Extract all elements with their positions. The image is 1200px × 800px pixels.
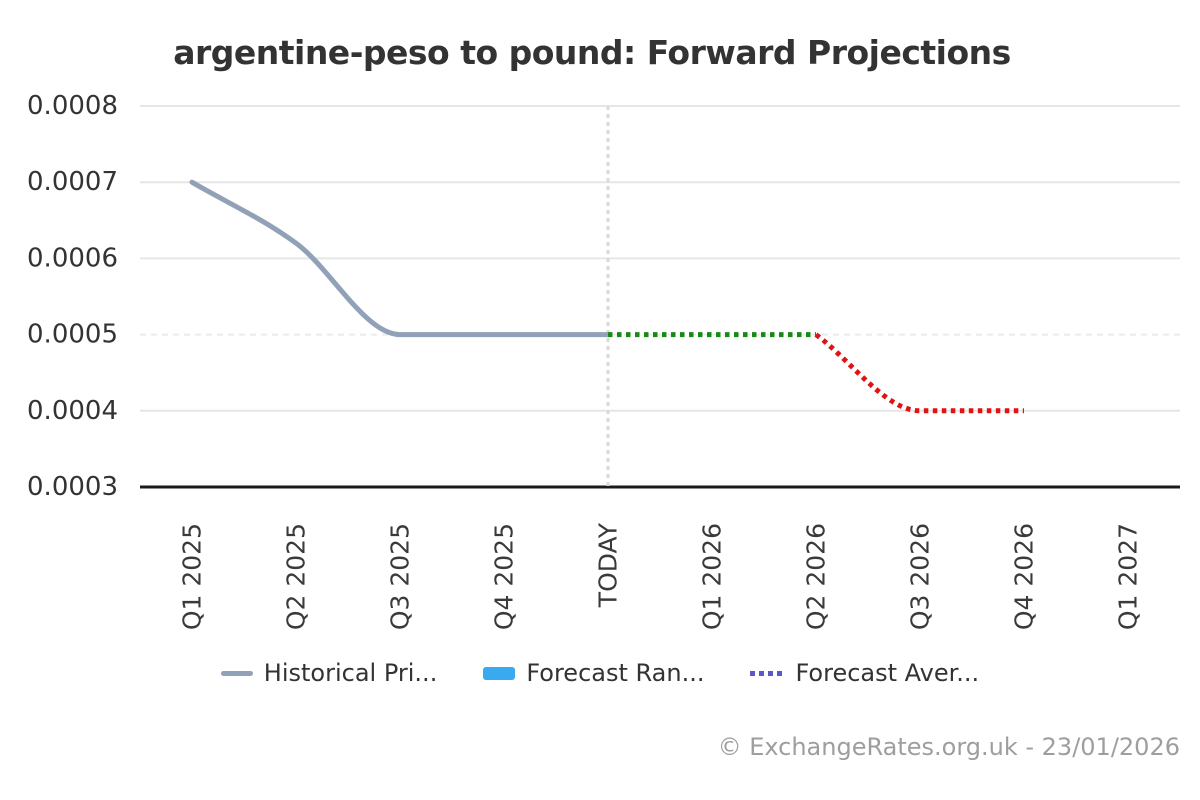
- x-tick-label: Q4 2026: [1010, 523, 1039, 630]
- x-tick-label: Q2 2026: [802, 523, 831, 630]
- x-tick-label: Q3 2026: [906, 523, 935, 630]
- watermark: © ExchangeRates.org.uk - 23/01/2026: [717, 733, 1180, 761]
- series-forecast-average-declining-segment: [814, 332, 1024, 414]
- y-tick-label: 0.0007: [27, 167, 118, 197]
- forecast-average-swatch-icon: [750, 670, 785, 676]
- x-tick-label: Q2 2025: [282, 523, 311, 630]
- forecast-range-swatch-icon: [483, 666, 516, 680]
- series-historical-price: [189, 179, 611, 338]
- x-tick-label: Q1 2026: [698, 523, 727, 630]
- x-tick-label: Q3 2025: [386, 523, 415, 630]
- legend-label-historical-price: Historical Pri...: [263, 659, 438, 687]
- chart-title: argentine-peso to pound: Forward Project…: [173, 33, 1011, 72]
- y-tick-label: 0.0003: [27, 472, 118, 502]
- legend-item-forecast-range: Forecast Ran...: [483, 659, 704, 687]
- legend-label-forecast-range: Forecast Ran...: [526, 659, 705, 687]
- chart-plot-area: 0.0008 0.0007 0.0006 0.0005 0.0004 0.0003 Q1 2…: [27, 91, 1180, 630]
- legend-label-forecast-average: Forecast Aver...: [795, 659, 980, 687]
- y-tick-label: 0.0008: [27, 91, 118, 121]
- chart-legend: Historical Pri... Forecast Ran... Foreca…: [0, 659, 1200, 687]
- x-tick-label: TODAY: [594, 522, 623, 608]
- legend-item-historical-price: Historical Pri...: [220, 659, 438, 687]
- x-tick-label: Q4 2025: [490, 523, 519, 630]
- historical-line-swatch-icon: [220, 670, 253, 676]
- y-tick-label: 0.0005: [27, 320, 118, 350]
- y-tick-label: 0.0006: [27, 243, 118, 273]
- x-tick-label: Q1 2027: [1114, 523, 1143, 630]
- legend-item-forecast-average: Forecast Aver...: [750, 659, 979, 687]
- x-tick-label: Q1 2025: [178, 523, 207, 630]
- y-tick-label: 0.0004: [27, 396, 118, 426]
